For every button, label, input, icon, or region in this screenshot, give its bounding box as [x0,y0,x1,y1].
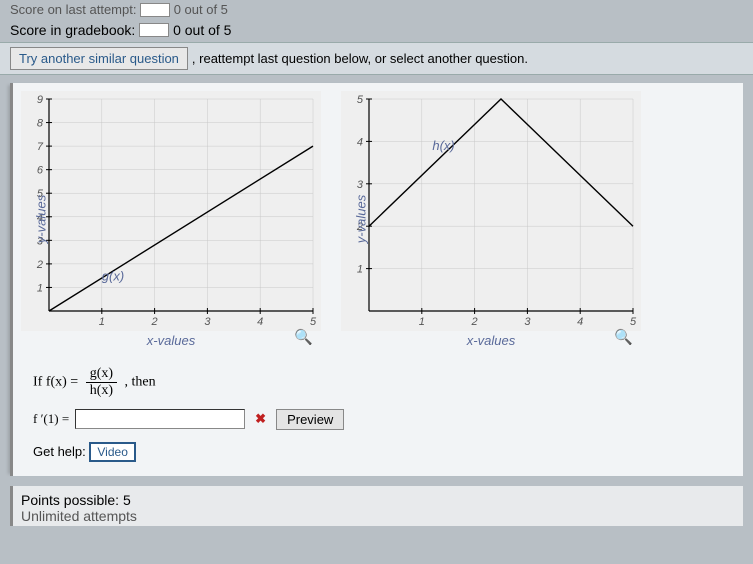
graph-h-container: y-values 1234512345h(x) x-values 🔍 [341,91,641,348]
last-attempt-score: 0 out of 5 [174,2,228,17]
svg-text:5: 5 [630,316,637,328]
svg-text:3: 3 [357,179,364,191]
graph-g: 12345678912345g(x) [21,91,321,331]
zoom-icon[interactable]: 🔍 [614,328,633,346]
help-prefix: Get help: [33,444,86,459]
graph-h-xlabel: x-values [341,333,641,348]
svg-text:1: 1 [419,316,425,328]
last-attempt-score-box [140,3,170,17]
graph-h-ylabel: y-values [354,195,369,243]
zoom-icon[interactable]: 🔍 [294,328,313,346]
video-button[interactable]: Video [89,442,135,462]
answer-line: f ′(1) = ✖ Preview [33,409,735,430]
question-suffix: , then [125,375,156,390]
svg-text:h(x): h(x) [432,138,454,153]
incorrect-marker-icon: ✖ [255,411,266,427]
preview-button[interactable]: Preview [276,409,344,430]
fraction-numerator: g(x) [86,366,117,383]
graph-h: 1234512345h(x) [341,91,641,331]
answer-lhs: f ′(1) = [33,411,69,427]
help-line: Get help: Video [33,442,735,462]
last-attempt-line: Score on last attempt: 0 out of 5 [0,0,753,18]
attempts-line: Unlimited attempts [10,508,743,526]
gradebook-line: Score in gradebook: 0 out of 5 [0,18,753,42]
fraction-denominator: h(x) [86,383,117,399]
question-prefix: If f(x) = [33,375,78,390]
svg-text:2: 2 [151,316,158,328]
question-panel: y-values 1 2 3 4 5 6 7 8 9 1 2 3 4 5 g(x) x-values 🔍 y… [10,83,743,476]
answer-input[interactable] [75,409,245,429]
svg-text:1: 1 [357,263,363,275]
graph-g-ylabel: y-values [34,195,49,243]
svg-text:4: 4 [257,316,263,328]
svg-text:7: 7 [37,141,44,153]
last-attempt-prefix: Score on last attempt: [10,2,136,17]
svg-text:2: 2 [36,259,43,271]
fraction: g(x) h(x) [86,366,117,399]
svg-text:6: 6 [37,165,44,177]
svg-text:5: 5 [357,94,364,106]
instruction-text: , reattempt last question below, or sele… [192,51,528,66]
svg-text:1: 1 [99,316,105,328]
graph-g-xlabel: x-values [21,333,321,348]
graph-g-container: y-values 12345678912345g(x) x-values 🔍 [21,91,321,348]
svg-text:8: 8 [37,117,44,129]
svg-text:9: 9 [37,94,43,106]
svg-text:5: 5 [310,316,317,328]
try-another-button[interactable]: Try another similar question [10,47,188,70]
svg-text:4: 4 [577,316,583,328]
svg-text:3: 3 [204,316,211,328]
svg-text:2: 2 [471,316,478,328]
graphs-row: y-values 1 2 3 4 5 6 7 8 9 1 2 3 4 5 g(x) x-values 🔍 y… [21,91,735,348]
instruction-bar: Try another similar question , reattempt… [0,42,753,75]
gradebook-score: 0 out of 5 [173,22,231,38]
svg-text:g(x): g(x) [102,268,124,283]
svg-text:3: 3 [524,316,531,328]
svg-text:4: 4 [357,136,363,148]
svg-text:1: 1 [37,282,43,294]
points-possible: Points possible: 5 [10,486,743,508]
gradebook-score-box [139,23,169,37]
question-text: If f(x) = g(x) h(x) , then [33,366,735,399]
gradebook-prefix: Score in gradebook: [10,22,135,38]
